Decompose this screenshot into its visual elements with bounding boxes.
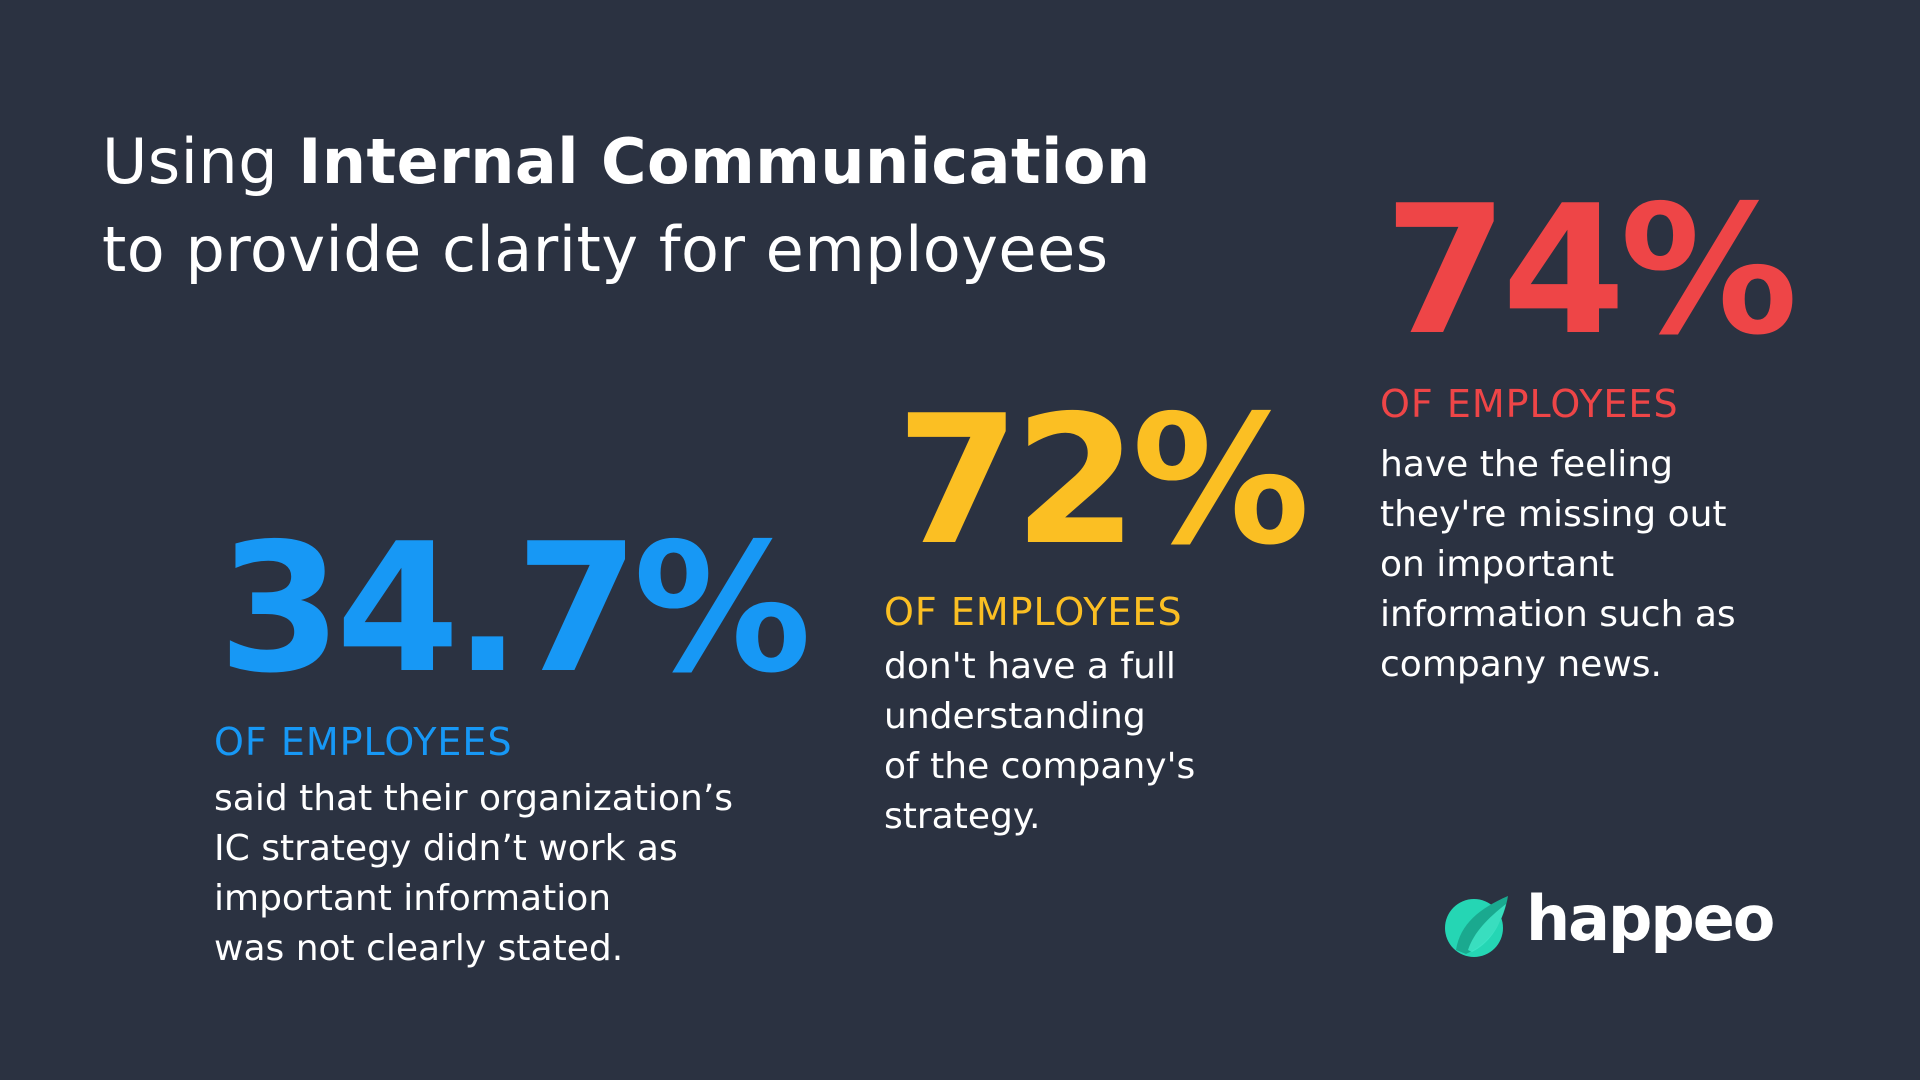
stat-description-line: was not clearly stated. xyxy=(214,927,624,969)
stat-description: said that their organization’s IC strate… xyxy=(214,774,806,974)
logo-wordmark: happeo xyxy=(1526,882,1775,955)
stat-description: don't have a full understanding of the c… xyxy=(884,642,1304,842)
stat-description: have the feeling they're missing out on … xyxy=(1380,440,1792,690)
stat-description-line: IC strategy didn’t work as xyxy=(214,827,678,869)
brand-logo: happeo xyxy=(1442,882,1775,960)
stat-label: OF EMPLOYEES xyxy=(884,590,1183,634)
title-line1-bold: Internal Communication xyxy=(298,125,1151,198)
stat-description-line: have the feeling xyxy=(1380,443,1673,485)
stat-description-line: on important xyxy=(1380,543,1615,585)
stat-block-missing-info: 74% OF EMPLOYEES have the feeling they'r… xyxy=(1380,167,1798,690)
stat-description-line: don't have a full xyxy=(884,645,1176,687)
title-line1-prefix: Using xyxy=(102,125,299,198)
stat-label: OF EMPLOYEES xyxy=(1380,382,1679,426)
title-line2: to provide clarity for employees xyxy=(102,213,1109,286)
stat-value: 72% xyxy=(896,377,1310,584)
stat-value: 74% xyxy=(1384,167,1798,374)
leaf-logo-icon xyxy=(1445,896,1508,957)
stat-block-ic-strategy: 34.7% OF EMPLOYEES said that their organ… xyxy=(214,505,812,974)
stat-block-company-strategy: 72% OF EMPLOYEES don't have a full under… xyxy=(884,377,1310,842)
stat-description-line: they're missing out xyxy=(1380,493,1727,535)
stat-description-line: said that their organization’s xyxy=(214,777,734,819)
stat-value: 34.7% xyxy=(218,505,812,712)
stat-description-line: important information xyxy=(214,877,612,919)
page-title: Using Internal Communication to provide … xyxy=(102,118,1151,294)
stat-description-line: strategy. xyxy=(884,795,1041,837)
stat-description-line: understanding xyxy=(884,695,1146,737)
stat-description-line: of the company's xyxy=(884,745,1196,787)
stat-label: OF EMPLOYEES xyxy=(214,720,513,764)
stat-description-line: information such as xyxy=(1380,593,1736,635)
stat-description-line: company news. xyxy=(1380,643,1662,685)
